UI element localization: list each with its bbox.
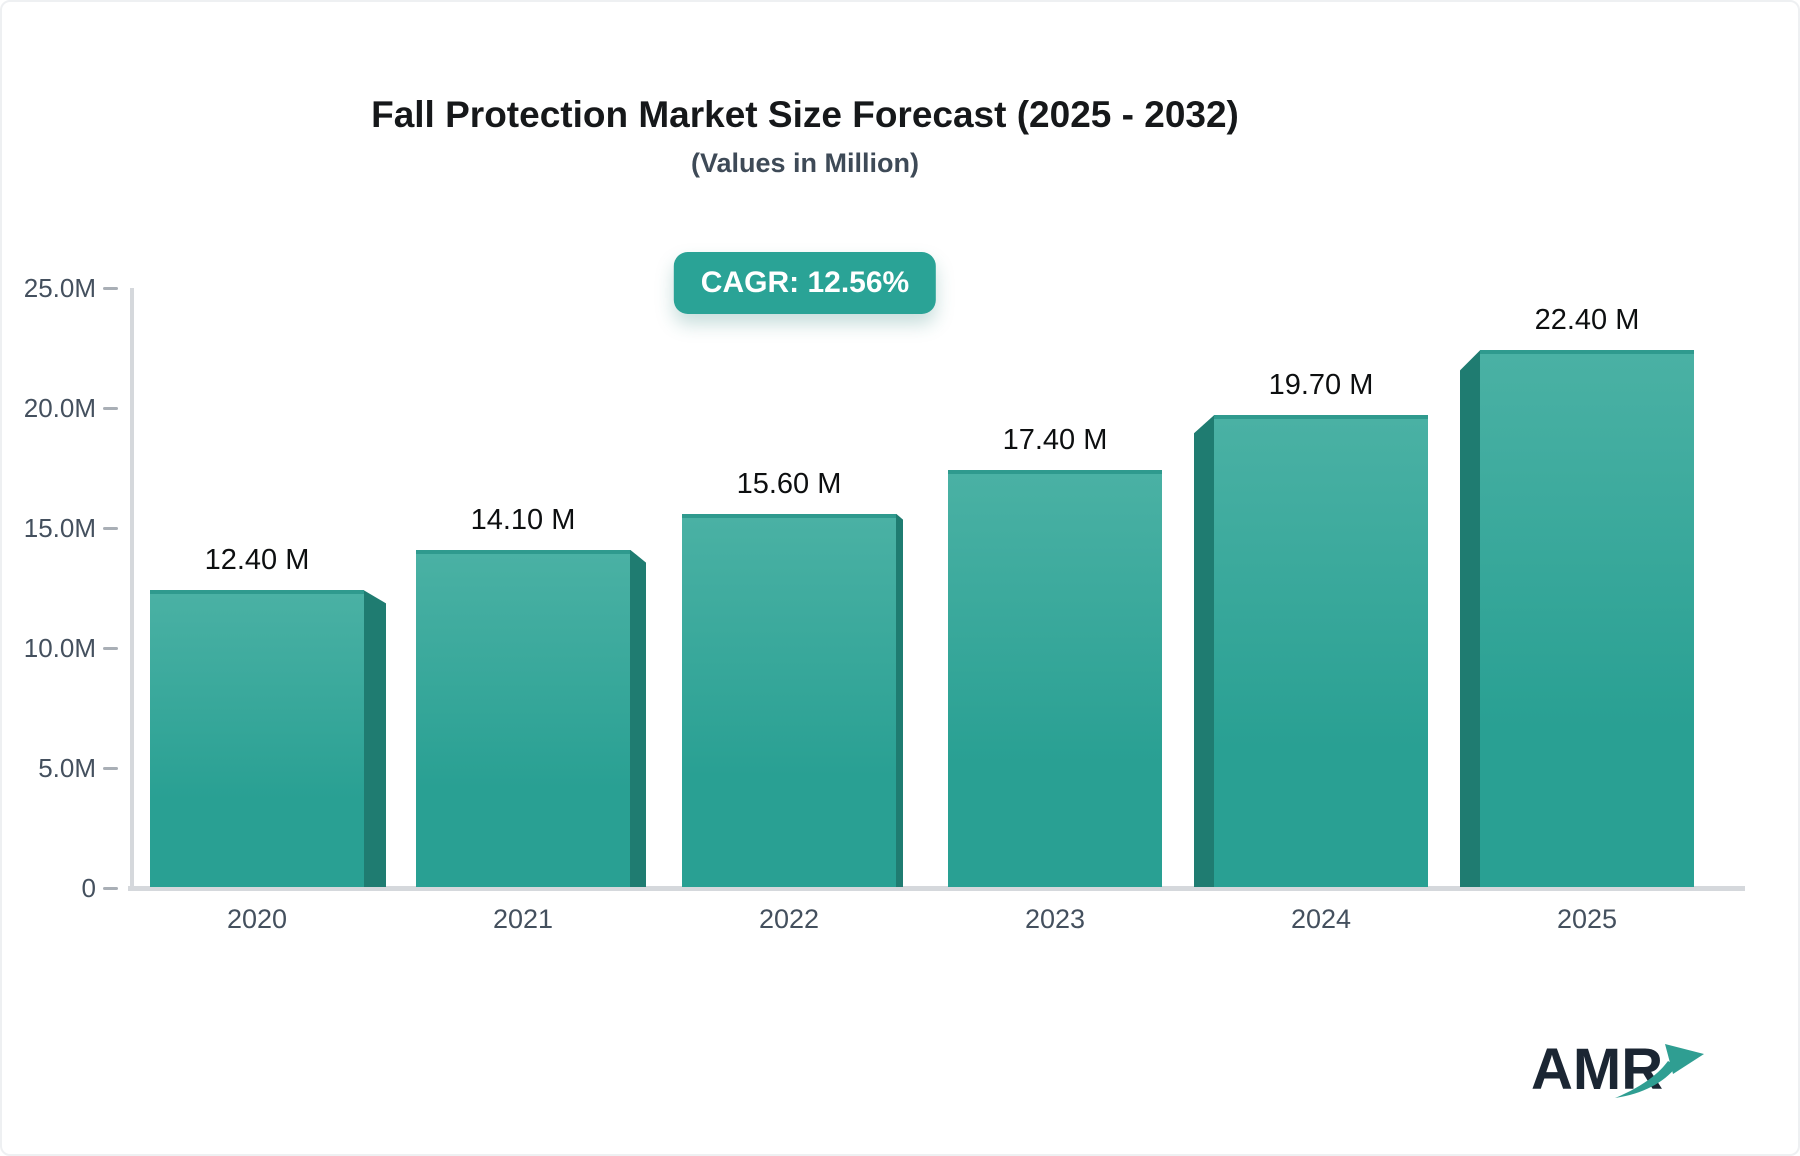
bar-side-face [1194, 415, 1214, 887]
bar-value-label: 22.40 M [1534, 304, 1640, 337]
y-axis-tick-label: 0 [81, 873, 96, 903]
x-axis-label-2020: 2020 [226, 904, 288, 934]
bar-side-face [1460, 350, 1480, 887]
bar-value-label: 12.40 M [204, 544, 310, 577]
cagr-badge: CAGR: 12.56% [673, 252, 937, 314]
bar-value-label: 14.10 M [470, 503, 576, 536]
y-axis-tick [103, 287, 118, 290]
y-axis-tick [103, 887, 118, 890]
y-axis-tick-label: 10.0M [23, 633, 96, 663]
x-axis-label-2022: 2022 [758, 904, 820, 934]
bar-2020 [150, 590, 364, 887]
x-axis-label-2021: 2021 [492, 904, 554, 934]
y-axis-tick-label: 25.0M [23, 273, 96, 303]
bar-2024 [1214, 415, 1428, 887]
bar-side-face [896, 513, 903, 887]
bar-2023 [948, 470, 1162, 887]
y-axis-line [130, 288, 134, 890]
bar-2021 [416, 549, 630, 887]
bar-2025 [1480, 350, 1694, 887]
bar-value-label: 17.40 M [1002, 424, 1108, 457]
chart-title: Fall Protection Market Size Forecast (20… [371, 94, 1239, 135]
bar-value-label: 19.70 M [1268, 369, 1374, 402]
x-axis-label-2025: 2025 [1556, 904, 1618, 934]
y-axis-tick [103, 767, 118, 770]
chart-subtitle: (Values in Million) [690, 148, 920, 178]
y-axis-tick-label: 15.0M [23, 513, 96, 543]
growth-arrow-icon [1615, 1044, 1704, 1098]
x-axis-label-2024: 2024 [1290, 904, 1352, 934]
bar-side-face [630, 549, 646, 887]
x-axis-line [128, 886, 1745, 891]
bar-2022 [682, 513, 896, 887]
y-axis-tick [103, 527, 118, 530]
y-axis-tick-label: 5.0M [38, 753, 96, 783]
x-axis-label-2023: 2023 [1024, 904, 1086, 934]
y-axis-tick-label: 20.0M [23, 393, 96, 423]
bar-side-face [364, 590, 386, 887]
y-axis-tick [103, 407, 118, 410]
amr-logo: AMR [1531, 1036, 1711, 1116]
y-axis-tick [103, 647, 118, 650]
bar-value-label: 15.60 M [736, 467, 842, 500]
